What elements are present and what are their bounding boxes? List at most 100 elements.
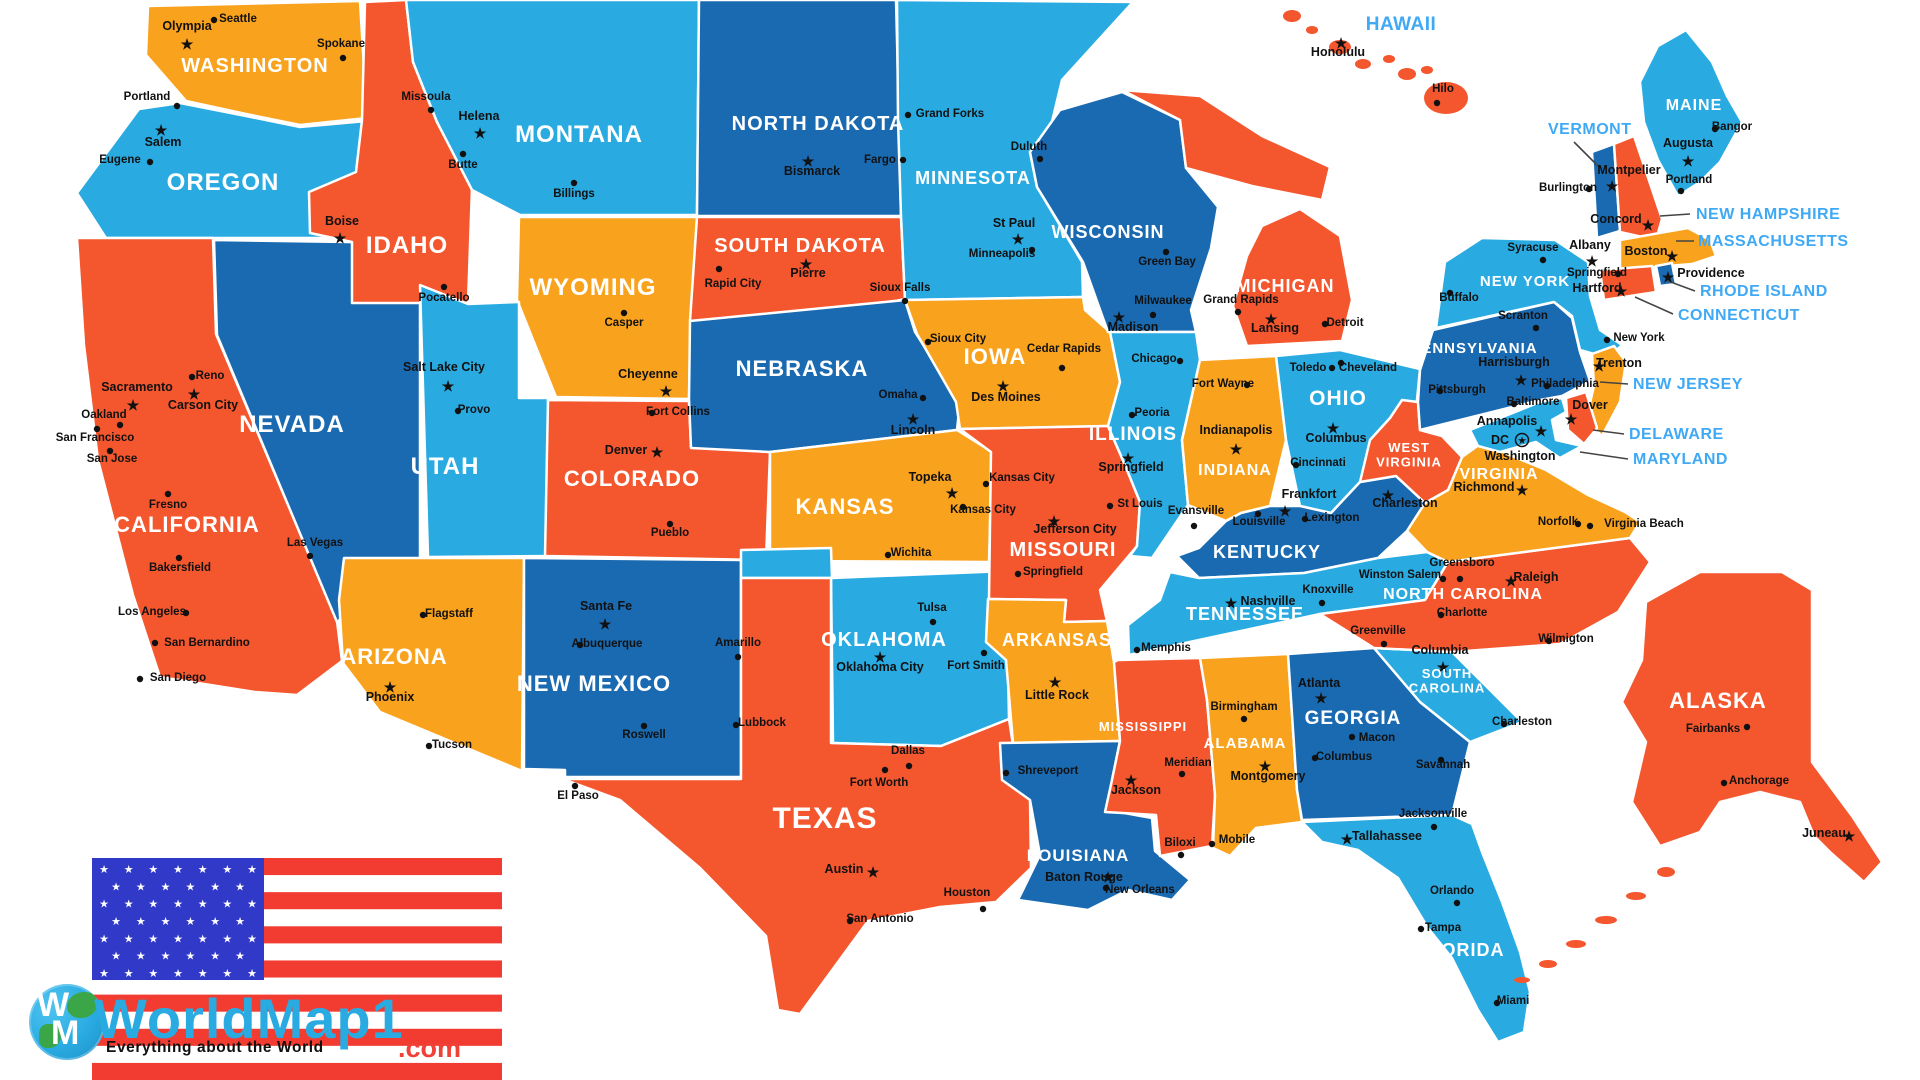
- city-label-toledo: Toledo: [1290, 362, 1327, 374]
- state-alaska[interactable]: [1657, 867, 1675, 877]
- city-label-billings: Billings: [553, 188, 595, 200]
- city-dot-provo: [454, 407, 462, 415]
- state-maine[interactable]: [1638, 28, 1744, 198]
- state-label-alaska: ALASKA: [1669, 688, 1767, 713]
- city-label-fort-wayne: Fort Wayne: [1192, 378, 1254, 390]
- state-label-west-virginia: WEST VIRGINIA: [1376, 440, 1442, 469]
- state-alaska[interactable]: [1626, 892, 1646, 900]
- city-label-syracuse: Syracuse: [1507, 242, 1558, 254]
- capital-star-denver: ★: [651, 444, 664, 460]
- city-dot-butte: [459, 150, 467, 158]
- state-maryland[interactable]: [1468, 396, 1584, 460]
- state-hawaii[interactable]: [1421, 66, 1433, 74]
- city-label-evansville: Evansville: [1168, 505, 1224, 517]
- capital-star-columbia: ★: [1437, 659, 1450, 675]
- state-new-york[interactable]: [1434, 236, 1624, 360]
- city-dot-anchorage: [1720, 779, 1728, 787]
- state-label-georgia: GEORGIA: [1305, 708, 1402, 729]
- capital-label-frankfort: Frankfort: [1282, 487, 1338, 501]
- state-label-wyoming: WYOMING: [530, 274, 657, 301]
- state-connecticut[interactable]: [1598, 264, 1658, 302]
- state-hawaii[interactable]: [1329, 40, 1351, 54]
- city-label-butte: Butte: [448, 159, 477, 171]
- state-north-dakota[interactable]: [695, 0, 903, 218]
- city-dot-houston: [979, 905, 987, 913]
- city-dot-lexington: [1301, 515, 1309, 523]
- state-north-carolina[interactable]: [1318, 536, 1652, 654]
- capital-label-cheyenne: Cheyenne: [618, 367, 678, 381]
- city-dot-roswell: [640, 722, 648, 730]
- state-washington[interactable]: [144, 0, 369, 127]
- city-label-dallas: Dallas: [891, 745, 925, 757]
- state-new-hampshire[interactable]: [1612, 134, 1664, 242]
- city-dot-amarillo: [734, 653, 742, 661]
- state-alaska[interactable]: [1620, 570, 1884, 884]
- city-dot-casper: [620, 309, 628, 317]
- region-label-rhode-island: RHODE ISLAND: [1700, 283, 1828, 300]
- city-dot-pocatello: [440, 283, 448, 291]
- city-label-flagstaff: Flagstaff: [425, 608, 473, 620]
- flag-stripe: [92, 1045, 502, 1064]
- state-alaska[interactable]: [1514, 977, 1530, 983]
- state-label-oregon: OREGON: [167, 169, 280, 196]
- flag-star: ★: [235, 951, 245, 963]
- flag-star: ★: [148, 899, 158, 911]
- state-michigan[interactable]: [1231, 207, 1354, 348]
- city-dot-cincinnati: [1292, 461, 1300, 469]
- state-florida[interactable]: [1300, 813, 1532, 1044]
- state-hawaii[interactable]: [1355, 59, 1371, 69]
- capital-star-sacramento: ★: [127, 397, 140, 413]
- state-alabama[interactable]: [1198, 652, 1304, 858]
- state-wisconsin[interactable]: [1028, 90, 1220, 334]
- capital-label-olympia: Olympia: [162, 19, 212, 33]
- state-hawaii[interactable]: [1424, 82, 1468, 114]
- flag-star: ★: [161, 951, 171, 963]
- city-label-new-orleans: New Orleans: [1105, 884, 1175, 896]
- state-hawaii[interactable]: [1383, 55, 1395, 63]
- city-dot-fort-collins: [648, 409, 656, 417]
- city-label-albuquerque: Albuquerque: [572, 638, 643, 650]
- flag-star: ★: [148, 933, 158, 945]
- city-dot-las-vegas: [306, 552, 314, 560]
- state-alaska[interactable]: [1539, 960, 1557, 968]
- city-label-oakland: Oakland: [81, 409, 126, 421]
- state-texas[interactable]: [561, 576, 1033, 1016]
- capital-label-salem: Salem: [145, 135, 182, 149]
- flag-star: ★: [99, 899, 109, 911]
- region-label-new-hampshire: NEW HAMPSHIRE: [1696, 206, 1840, 223]
- city-label-san-bernardino: San Bernardino: [164, 637, 250, 649]
- city-label-provo: Provo: [458, 404, 491, 416]
- state-new-mexico[interactable]: [522, 556, 743, 779]
- city-dot-columbus: [1311, 754, 1319, 762]
- flag-star: ★: [185, 881, 195, 893]
- capital-star-cheyenne: ★: [660, 383, 673, 399]
- state-alaska[interactable]: [1566, 940, 1586, 948]
- capital-label-dover: Dover: [1572, 398, 1608, 412]
- state-delaware[interactable]: [1564, 390, 1599, 446]
- state-michigan[interactable]: [1120, 88, 1332, 202]
- state-west-virginia[interactable]: [1358, 398, 1464, 505]
- state-label-oklahoma: OKLAHOMA: [821, 629, 947, 651]
- state-hawaii[interactable]: [1283, 10, 1301, 22]
- flag-star: ★: [198, 864, 208, 876]
- state-label-kentucky: KENTUCKY: [1213, 542, 1321, 562]
- capital-label-springfield: Springfield: [1098, 460, 1163, 474]
- state-hawaii[interactable]: [1306, 26, 1318, 34]
- city-label-kansas-city: Kansas City: [989, 472, 1055, 484]
- capital-star-nashville: ★: [1225, 595, 1238, 611]
- state-label-north-carolina: NORTH CAROLINA: [1383, 586, 1543, 603]
- flag-star: ★: [136, 881, 146, 893]
- region-label-maryland: MARYLAND: [1633, 451, 1728, 468]
- city-label-rapid-city: Rapid City: [705, 278, 762, 290]
- state-new-jersey[interactable]: [1584, 344, 1628, 438]
- state-alaska[interactable]: [1595, 916, 1617, 924]
- capital-star-oklahoma-city: ★: [874, 649, 887, 665]
- flag-star: ★: [198, 899, 208, 911]
- capital-label-montgomery: Montgomery: [1231, 769, 1306, 783]
- city-label-roswell: Roswell: [622, 729, 665, 741]
- leader-line: [1667, 280, 1696, 292]
- city-label-savannah: Savannah: [1416, 759, 1470, 771]
- city-label-mobile: Mobile: [1219, 834, 1255, 846]
- state-hawaii[interactable]: [1398, 68, 1416, 80]
- capital-star-salt-lake-city: ★: [442, 378, 455, 394]
